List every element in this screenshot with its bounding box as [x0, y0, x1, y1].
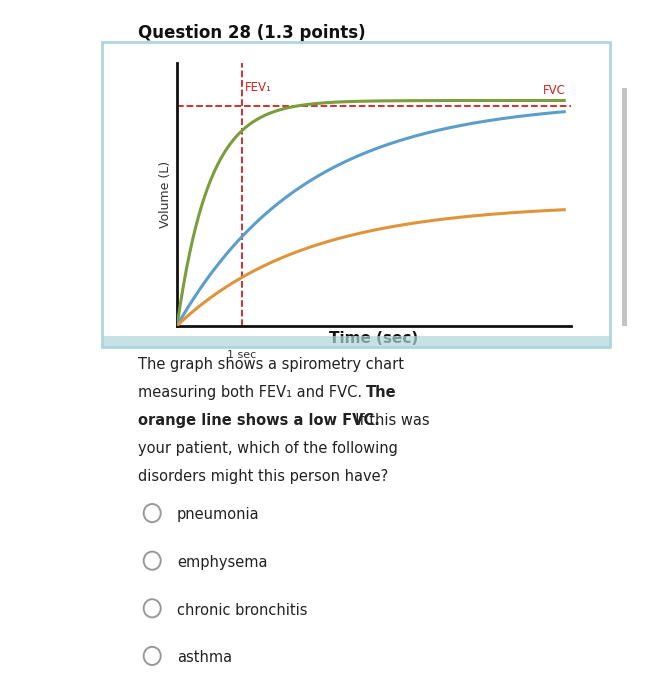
- Text: 1 sec: 1 sec: [227, 350, 256, 360]
- Text: orange line shows a low FVC.: orange line shows a low FVC.: [138, 413, 380, 428]
- Text: measuring both FEV₁ and FVC.: measuring both FEV₁ and FVC.: [138, 385, 371, 400]
- Y-axis label: Volume (L): Volume (L): [159, 161, 172, 228]
- Text: disorders might this person have?: disorders might this person have?: [138, 469, 388, 484]
- Text: your patient, which of the following: your patient, which of the following: [138, 441, 398, 456]
- Text: The: The: [366, 385, 397, 400]
- Text: FEV₁: FEV₁: [245, 81, 272, 94]
- Text: The graph shows a spirometry chart: The graph shows a spirometry chart: [138, 357, 403, 372]
- Text: Question 28 (1.3 points): Question 28 (1.3 points): [138, 25, 365, 43]
- X-axis label: Time (sec): Time (sec): [329, 331, 419, 346]
- Text: asthma: asthma: [177, 650, 232, 665]
- Text: If this was: If this was: [346, 413, 430, 428]
- Text: pneumonia: pneumonia: [177, 508, 260, 522]
- Text: FVC: FVC: [543, 84, 566, 97]
- Text: chronic bronchitis: chronic bronchitis: [177, 603, 308, 617]
- Text: emphysema: emphysema: [177, 555, 268, 570]
